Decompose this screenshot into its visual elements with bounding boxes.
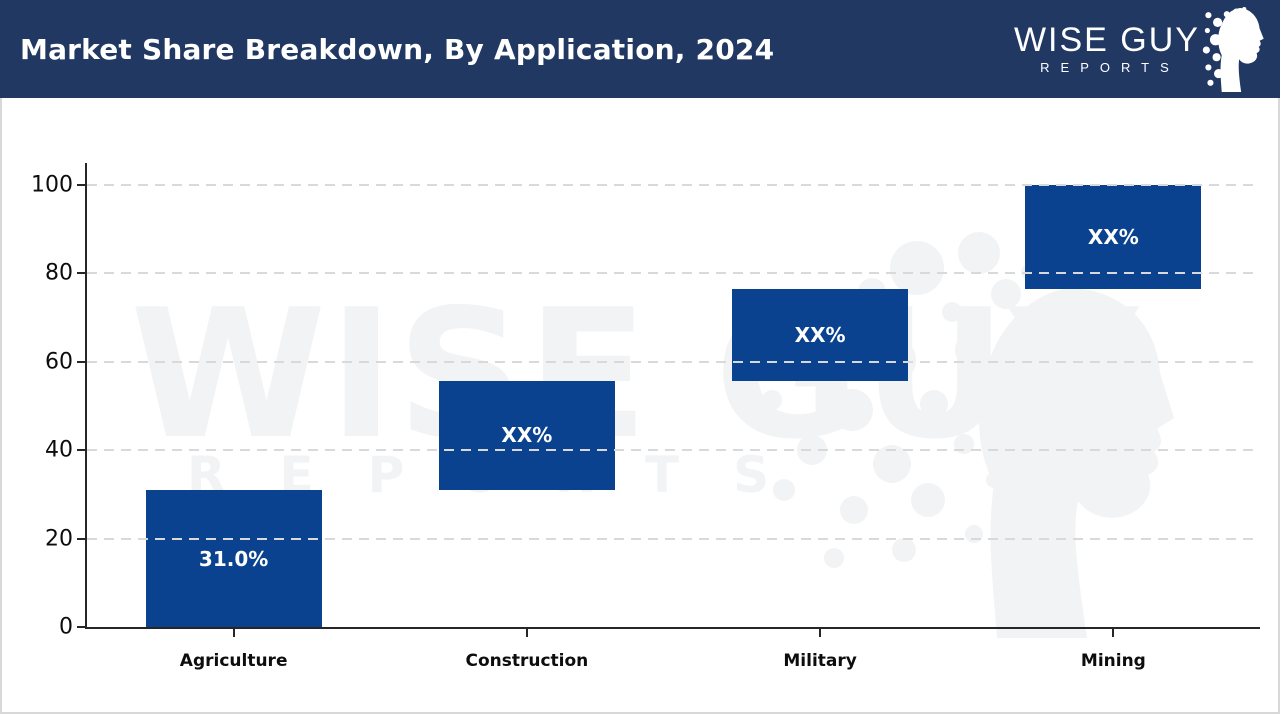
page-title: Market Share Breakdown, By Application, …: [20, 32, 775, 66]
y-axis-line: [85, 163, 87, 629]
y-tick-label: 100: [31, 172, 73, 198]
y-tick-mark: [77, 360, 85, 363]
y-tick-mark: [77, 537, 85, 540]
logo-wordmark: WISE GUY: [1013, 20, 1200, 59]
bar-mining: XX%: [1025, 185, 1202, 290]
bar-value-label: XX%: [501, 423, 553, 448]
bar-value-label: XX%: [794, 323, 846, 348]
header: Market Share Breakdown, By Application, …: [0, 0, 1280, 98]
y-tick-mark: [77, 449, 85, 452]
x-tick-mark: [819, 629, 822, 637]
bar-construction: XX%: [438, 380, 615, 491]
bar-value-label: XX%: [1087, 225, 1139, 250]
logo-subtext: REPORTS: [1040, 60, 1180, 76]
watermark-wordmark: WISE GUY: [130, 271, 1140, 478]
gridline-100: [87, 184, 1260, 187]
watermark-face-icon: [762, 232, 1174, 638]
x-tick-mark: [1112, 629, 1115, 637]
plot-area: 0 20 40 60 80 100 31.0% Agriculture XX% Construct…: [31, 163, 1260, 671]
chart-area: WISE GUY REPORTS 02040608010031.0%Agricu…: [0, 98, 1280, 714]
y-tick-label: 0: [59, 614, 73, 640]
y-tick-mark: [77, 626, 85, 628]
bar-military: XX%: [732, 289, 909, 381]
wiseguy-logo-text: WISE GUY REPORTS: [1013, 20, 1200, 76]
gridline-60: [87, 360, 1260, 363]
y-tick-label: 20: [45, 526, 73, 552]
x-axis-category-label: Agriculture: [179, 651, 288, 671]
wiseguy-face-icon: [1202, 7, 1264, 92]
y-tick-mark: [77, 184, 85, 187]
y-tick-label: 60: [45, 349, 73, 375]
x-axis-line: [85, 627, 1260, 629]
x-tick-mark: [232, 629, 235, 637]
x-tick-mark: [525, 629, 528, 637]
y-tick-label: 40: [45, 437, 73, 463]
y-tick-mark: [77, 272, 85, 275]
bar-value-label: 31.0%: [198, 546, 269, 571]
x-axis-category-label: Mining: [1080, 651, 1146, 671]
gridline-40: [87, 449, 1260, 452]
x-axis-category-label: Construction: [465, 651, 589, 671]
bar-agriculture: 31.0%: [145, 490, 322, 627]
gridline-20: [87, 537, 1260, 540]
gridline-80: [87, 272, 1260, 275]
y-tick-label: 80: [45, 260, 73, 286]
x-axis-category-label: Military: [783, 651, 857, 671]
wiseguy-logo: WISE GUY REPORTS: [1014, 6, 1266, 92]
